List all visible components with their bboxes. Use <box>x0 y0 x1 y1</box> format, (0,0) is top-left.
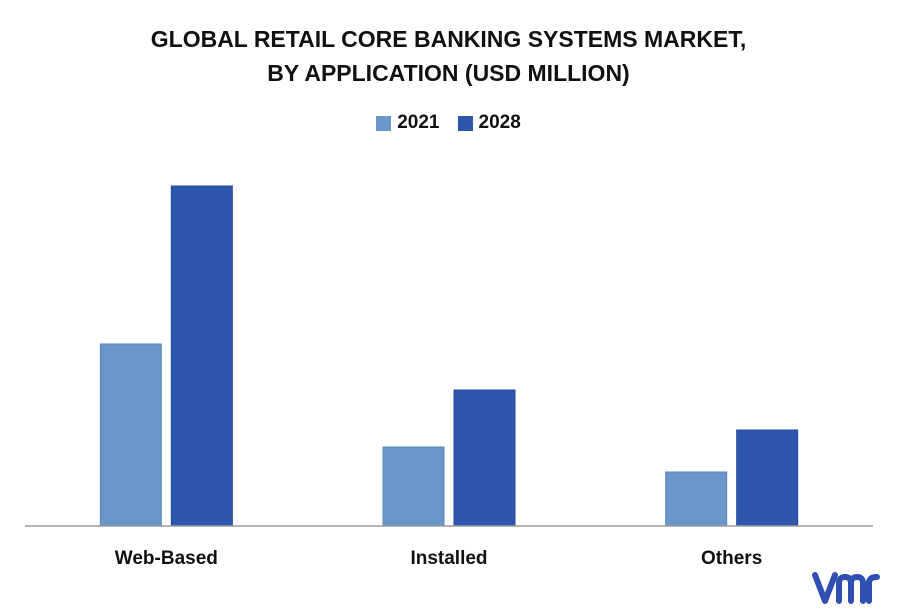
legend-swatch-2021 <box>376 115 392 131</box>
bar-others-2021 <box>665 471 728 527</box>
bar-installed-2021 <box>382 446 445 527</box>
legend-swatch-2028 <box>457 115 473 131</box>
x-tick-label: Web-Based <box>115 548 218 569</box>
bar-web-based-2028 <box>170 185 233 527</box>
legend: 2021 2028 <box>0 112 897 134</box>
chart-title: GLOBAL RETAIL CORE BANKING SYSTEMS MARKE… <box>0 22 897 90</box>
legend-item-2021: 2021 <box>376 112 440 134</box>
bar-others-2028 <box>736 429 799 527</box>
bar-web-based-2021 <box>99 343 162 527</box>
bar-installed-2028 <box>453 389 516 527</box>
x-tick-label: Others <box>701 548 762 569</box>
x-tick-label: Installed <box>410 548 487 569</box>
chart-title-line-1: GLOBAL RETAIL CORE BANKING SYSTEMS MARKE… <box>150 26 747 52</box>
legend-label-2028: 2028 <box>478 112 521 133</box>
chart-title-line-2: BY APPLICATION (USD MILLION) <box>267 60 630 86</box>
vmr-logo-icon <box>812 572 880 604</box>
legend-label-2021: 2021 <box>397 112 440 133</box>
legend-item-2028: 2028 <box>457 112 521 134</box>
